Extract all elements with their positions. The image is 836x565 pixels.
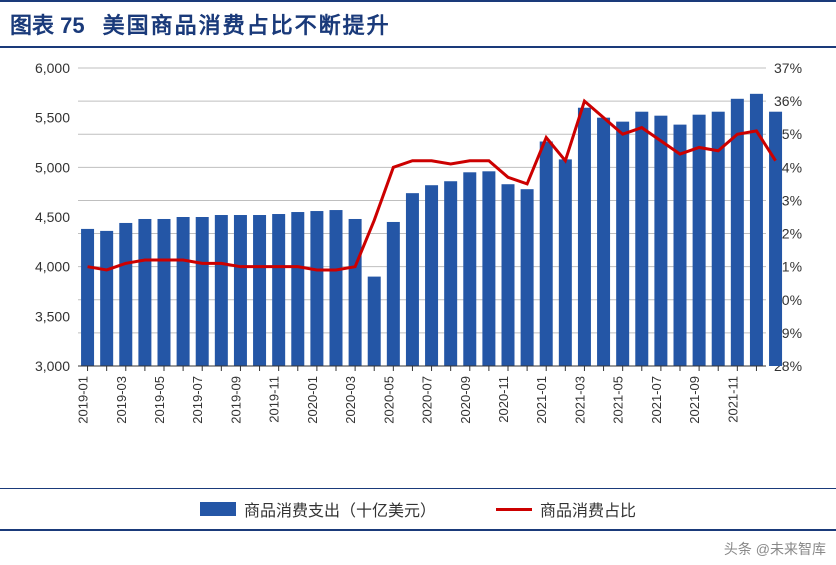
svg-text:2019-05: 2019-05 — [152, 376, 167, 424]
svg-text:2019-01: 2019-01 — [76, 376, 91, 424]
svg-text:2020-09: 2020-09 — [458, 376, 473, 424]
svg-text:2021-07: 2021-07 — [649, 376, 664, 424]
bar-swatch-icon — [200, 502, 236, 516]
legend-line-label: 商品消费占比 — [540, 497, 636, 521]
legend-bar-label: 商品消费支出（十亿美元） — [244, 497, 436, 521]
chart-svg: 28%29%30%31%32%33%34%35%36%37%3,0003,500… — [0, 58, 836, 458]
svg-text:37%: 37% — [774, 60, 802, 76]
svg-text:2020-05: 2020-05 — [381, 376, 396, 424]
svg-text:4,500: 4,500 — [35, 209, 70, 225]
svg-text:2020-11: 2020-11 — [496, 376, 511, 423]
svg-text:3,500: 3,500 — [35, 308, 70, 324]
legend-item-line: 商品消费占比 — [496, 497, 636, 521]
svg-text:6,000: 6,000 — [35, 60, 70, 76]
svg-text:2021-11: 2021-11 — [725, 376, 740, 423]
svg-text:2019-07: 2019-07 — [190, 376, 205, 424]
svg-text:3,000: 3,000 — [35, 358, 70, 374]
svg-text:4,000: 4,000 — [35, 259, 70, 275]
svg-text:2019-09: 2019-09 — [228, 376, 243, 424]
chart-number: 图表 75 — [10, 8, 85, 40]
legend-item-bar: 商品消费支出（十亿美元） — [200, 497, 436, 521]
svg-text:5,000: 5,000 — [35, 159, 70, 175]
chart-title-row: 图表 75 美国商品消费占比不断提升 — [0, 0, 836, 48]
svg-text:2020-03: 2020-03 — [343, 376, 358, 424]
line-swatch-icon — [496, 508, 532, 511]
svg-text:2019-11: 2019-11 — [267, 376, 282, 423]
chart-title: 美国商品消费占比不断提升 — [103, 8, 391, 40]
chart-plot: 28%29%30%31%32%33%34%35%36%37%3,0003,500… — [0, 58, 836, 495]
svg-text:5,500: 5,500 — [35, 110, 70, 126]
svg-text:2020-01: 2020-01 — [305, 376, 320, 424]
svg-text:2021-09: 2021-09 — [687, 376, 702, 424]
legend: 商品消费支出（十亿美元） 商品消费占比 — [0, 488, 836, 531]
svg-text:2021-05: 2021-05 — [611, 376, 626, 424]
svg-text:2020-07: 2020-07 — [420, 376, 435, 424]
watermark: 头条 @未来智库 — [724, 539, 826, 559]
svg-text:2021-03: 2021-03 — [572, 376, 587, 424]
svg-text:36%: 36% — [774, 93, 802, 109]
svg-text:2019-03: 2019-03 — [114, 376, 129, 424]
svg-text:2021-01: 2021-01 — [534, 376, 549, 424]
chart-container: 图表 75 美国商品消费占比不断提升 28%29%30%31%32%33%34%… — [0, 0, 836, 565]
